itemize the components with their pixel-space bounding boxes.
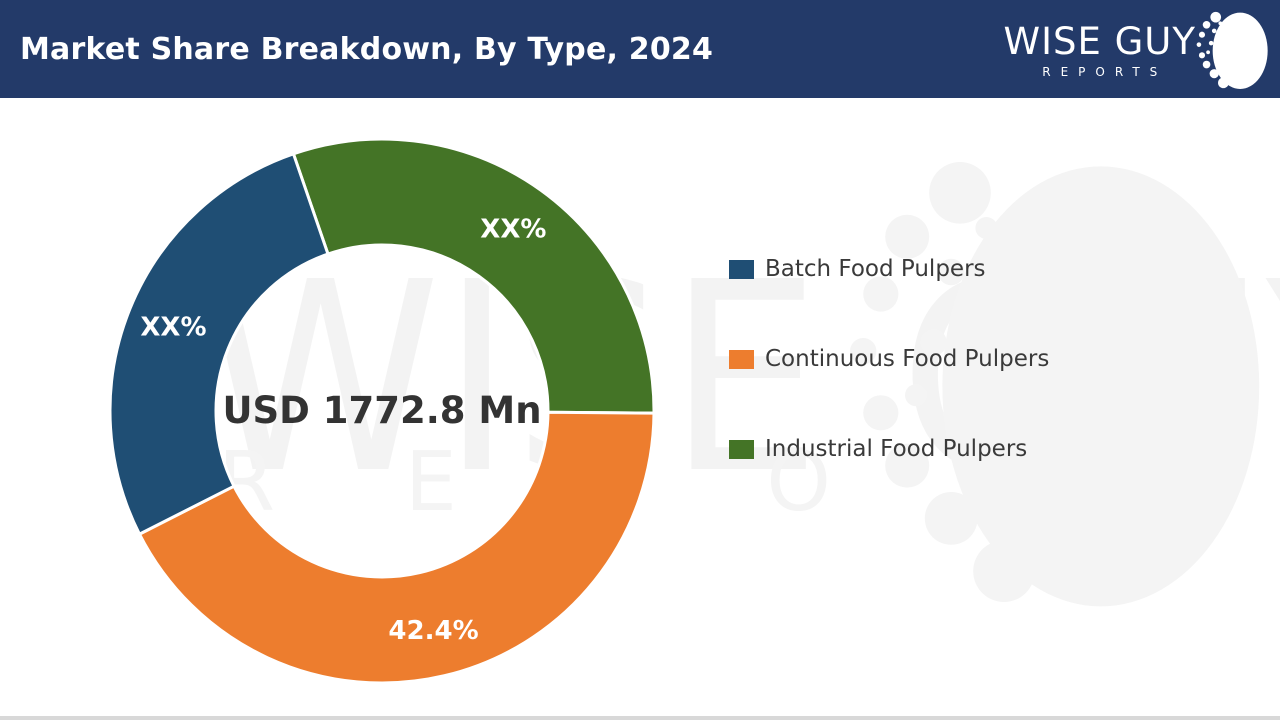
slice-data-label: XX% bbox=[140, 313, 206, 343]
legend-item-industrial: Industrial Food Pulpers bbox=[729, 434, 1049, 464]
legend-label: Batch Food Pulpers bbox=[765, 256, 986, 282]
legend-item-continuous: Continuous Food Pulpers bbox=[729, 344, 1049, 374]
header-bar: Market Share Breakdown, By Type, 2024 WI… bbox=[0, 0, 1280, 98]
wise-guy-logo: WISE GUY REPORTS bbox=[1004, 6, 1270, 94]
legend-swatch bbox=[729, 259, 754, 279]
logo-wordmark: WISE GUY bbox=[1003, 19, 1196, 63]
logo-text: WISE GUY REPORTS bbox=[1004, 23, 1196, 78]
slice-data-label: XX% bbox=[480, 214, 546, 244]
legend-label: Industrial Food Pulpers bbox=[765, 436, 1028, 462]
legend-item-batch: Batch Food Pulpers bbox=[729, 254, 1049, 284]
bottom-divider bbox=[0, 716, 1280, 720]
donut-slice-batch-food-pulpers bbox=[108, 152, 330, 536]
chart-legend: Batch Food Pulpers Continuous Food Pulpe… bbox=[729, 254, 1049, 524]
logo-face-icon bbox=[1196, 11, 1268, 89]
donut-slice-continuous-food-pulpers bbox=[137, 410, 656, 685]
donut-chart: XX% 42.4% XX% USD 1772.8 Mn bbox=[108, 137, 656, 685]
page-title: Market Share Breakdown, By Type, 2024 bbox=[20, 31, 714, 67]
legend-label: Continuous Food Pulpers bbox=[765, 346, 1050, 372]
donut-slice-industrial-food-pulpers bbox=[291, 137, 656, 415]
donut-center-value: USD 1772.8 Mn bbox=[222, 389, 541, 432]
logo-subtext: REPORTS bbox=[1042, 64, 1168, 79]
legend-swatch bbox=[729, 439, 754, 459]
legend-swatch bbox=[729, 349, 754, 369]
slice-data-label: 42.4% bbox=[388, 616, 478, 646]
